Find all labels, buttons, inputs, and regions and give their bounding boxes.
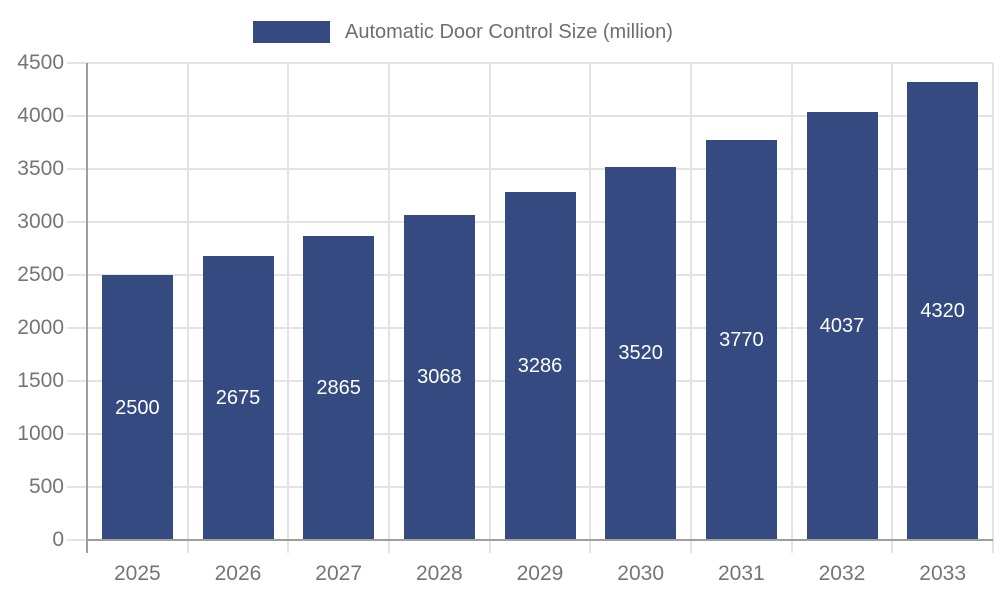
x-axis-tick-label: 2031 xyxy=(717,562,765,585)
gridline-vertical xyxy=(891,63,894,540)
x-axis-tick-label: 2032 xyxy=(818,562,866,585)
bar-value-label: 3068 xyxy=(417,366,462,389)
x-axis-tick xyxy=(388,540,390,553)
y-axis-tick-label: 1500 xyxy=(17,369,64,392)
x-axis-line xyxy=(87,539,993,541)
bar-value-label: 2675 xyxy=(215,387,261,410)
bar-2026 xyxy=(202,256,274,540)
bar-value-label: 3520 xyxy=(618,342,663,365)
y-axis-tick xyxy=(67,115,87,117)
x-axis-tick xyxy=(589,540,592,553)
bar-value-label: 2500 xyxy=(115,396,160,419)
y-axis-tick-label: 4000 xyxy=(17,104,64,127)
x-axis-tick-label: 2029 xyxy=(516,562,564,585)
gridline-horizontal xyxy=(87,168,993,170)
gridline-vertical xyxy=(287,63,290,540)
y-axis-tick xyxy=(67,221,87,223)
y-axis-tick-label: 500 xyxy=(28,475,64,498)
gridline-vertical xyxy=(488,63,491,540)
y-axis-tick-label: 1000 xyxy=(17,422,64,445)
y-axis-tick-label: 0 xyxy=(52,528,64,551)
bar-value-label: 3286 xyxy=(517,354,563,377)
gridline-vertical xyxy=(790,63,793,540)
y-axis-tick xyxy=(67,62,87,64)
gridline-vertical xyxy=(388,63,390,540)
bar-2030 xyxy=(605,166,677,540)
y-axis-tick xyxy=(67,168,87,170)
y-axis-tick-label: 4500 xyxy=(17,51,64,74)
gridline-vertical xyxy=(690,63,692,540)
y-axis-tick xyxy=(67,327,87,329)
y-axis-tick-label: 2000 xyxy=(17,316,64,339)
bar-2033 xyxy=(907,82,979,540)
x-axis-tick xyxy=(992,540,994,553)
gridline-horizontal xyxy=(87,62,993,64)
gridline-horizontal xyxy=(87,115,993,117)
gridline-vertical xyxy=(992,63,994,540)
y-axis-line xyxy=(86,63,88,553)
y-axis-tick xyxy=(67,433,87,435)
x-axis-tick xyxy=(287,540,290,553)
bar-2028 xyxy=(403,214,475,540)
x-axis-tick-label: 2030 xyxy=(617,562,665,585)
x-axis-tick-label: 2028 xyxy=(415,562,463,585)
y-axis-tick xyxy=(67,380,87,382)
bar-2031 xyxy=(705,140,777,540)
legend-swatch[interactable] xyxy=(253,21,330,43)
x-axis-tick-label: 2033 xyxy=(919,562,967,585)
legend-item[interactable]: Automatic Door Control Size (million) xyxy=(253,21,673,43)
legend-label[interactable]: Automatic Door Control Size (million) xyxy=(345,21,673,43)
gridline-vertical xyxy=(186,63,189,540)
y-axis-tick-label: 3000 xyxy=(17,210,64,233)
y-axis-tick-label: 3500 xyxy=(17,157,64,180)
x-axis-tick-label: 2026 xyxy=(214,562,262,585)
y-axis-tick xyxy=(67,539,87,541)
x-axis-tick-label: 2027 xyxy=(315,562,363,585)
bar-2032 xyxy=(806,112,878,540)
x-axis-tick xyxy=(790,540,793,553)
bar-2027 xyxy=(303,236,375,540)
x-axis-tick xyxy=(488,540,491,553)
x-axis-tick xyxy=(891,540,894,553)
bar-value-label: 2865 xyxy=(316,377,361,400)
y-axis-tick-label: 2500 xyxy=(17,263,64,286)
gridline-vertical xyxy=(589,63,592,540)
bar-value-label: 4320 xyxy=(920,300,965,323)
bar-value-label: 4037 xyxy=(819,315,865,338)
x-axis-tick xyxy=(690,540,692,553)
y-axis-tick xyxy=(67,274,87,276)
y-axis-tick xyxy=(67,486,87,488)
x-axis-tick xyxy=(186,540,189,553)
x-axis-tick-label: 2025 xyxy=(113,562,161,585)
bar-2029 xyxy=(504,191,576,540)
bar-2025 xyxy=(101,275,173,540)
bar-value-label: 3770 xyxy=(719,329,764,352)
